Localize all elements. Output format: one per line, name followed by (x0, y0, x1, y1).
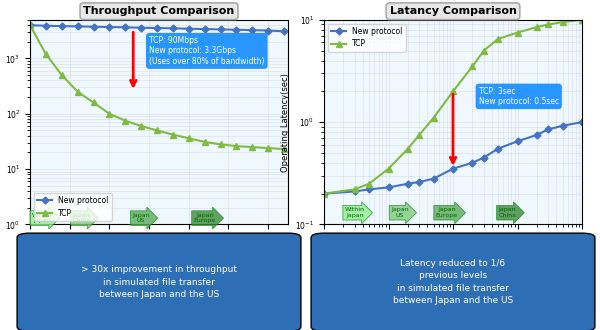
Text: Japan
US: Japan US (133, 213, 150, 223)
Text: TCP: 90Mbps
New protocol: 3.3Gbps
(Uses over 80% of bandwidth): TCP: 90Mbps New protocol: 3.3Gbps (Uses … (149, 36, 265, 66)
New protocol (545, 127, 552, 131)
New protocol (233, 28, 240, 32)
New protocol (122, 25, 129, 29)
FancyBboxPatch shape (17, 233, 301, 330)
TCP (385, 167, 392, 171)
TCP (217, 142, 224, 146)
TCP (201, 140, 208, 144)
New protocol (320, 192, 328, 196)
Line: New protocol: New protocol (28, 23, 286, 34)
TCP (449, 89, 457, 93)
New protocol (480, 156, 487, 160)
TCP (185, 136, 193, 140)
TCP (533, 25, 541, 29)
Legend: New protocol, TCP: New protocol, TCP (328, 24, 406, 51)
New protocol (514, 139, 521, 143)
TCP (248, 145, 256, 149)
X-axis label: Round Trip Time (ms): Round Trip Time (ms) (115, 249, 203, 258)
New protocol (217, 27, 224, 31)
New protocol (154, 26, 161, 30)
X-axis label: Packet Loss Ratio(%): Packet Loss Ratio(%) (409, 252, 497, 261)
Text: Latency reduced to 1/6
previous levels
in simulated file transfer
between Japan : Latency reduced to 1/6 previous levels i… (393, 259, 513, 305)
Title: Throughput Comparison: Throughput Comparison (83, 6, 235, 16)
FancyBboxPatch shape (311, 233, 595, 330)
New protocol (26, 23, 34, 27)
New protocol (185, 27, 193, 31)
TCP (320, 192, 328, 196)
TCP (469, 64, 476, 68)
TCP (58, 73, 65, 77)
New protocol (137, 26, 145, 30)
TCP (280, 147, 287, 151)
Text: TCP: 3sec
New protocol: 0.5sec: TCP: 3sec New protocol: 0.5sec (479, 87, 559, 106)
TCP (90, 101, 97, 105)
Text: > 30x improvement in throughput
in simulated file transfer
between Japan and the: > 30x improvement in throughput in simul… (81, 265, 237, 299)
New protocol (90, 25, 97, 29)
New protocol (430, 177, 437, 181)
New protocol (58, 24, 65, 28)
New protocol (351, 189, 358, 193)
TCP (122, 119, 129, 123)
Text: Within
Japan: Within Japan (345, 207, 365, 218)
New protocol (106, 25, 113, 29)
New protocol (494, 147, 502, 150)
TCP (265, 146, 272, 150)
New protocol (201, 27, 208, 31)
TCP (545, 22, 552, 26)
New protocol (449, 167, 457, 171)
Title: Latancy Comparison: Latancy Comparison (389, 6, 517, 16)
New protocol (533, 133, 541, 137)
TCP (154, 128, 161, 132)
New protocol (385, 185, 392, 189)
TCP (74, 90, 81, 94)
New protocol (365, 187, 373, 191)
New protocol (265, 28, 272, 32)
New protocol (248, 28, 256, 32)
TCP (365, 182, 373, 186)
Text: Japan
China: Japan China (73, 213, 91, 223)
Text: Japan
Europe: Japan Europe (194, 213, 216, 223)
New protocol (74, 24, 81, 28)
New protocol (280, 29, 287, 33)
New protocol (469, 161, 476, 165)
New protocol (404, 182, 412, 186)
New protocol (559, 124, 566, 128)
TCP (430, 116, 437, 120)
Legend: New protocol, TCP: New protocol, TCP (34, 193, 112, 220)
TCP (26, 23, 34, 27)
TCP (514, 31, 521, 35)
Line: TCP: TCP (27, 22, 287, 152)
New protocol (578, 120, 586, 124)
TCP (404, 147, 412, 150)
TCP (137, 124, 145, 128)
New protocol (42, 24, 49, 28)
TCP (480, 49, 487, 52)
TCP (578, 18, 586, 22)
TCP (351, 187, 358, 191)
Text: Japan
Europe: Japan Europe (436, 207, 458, 218)
TCP (416, 133, 423, 137)
Text: Japan
China: Japan China (499, 207, 517, 218)
Line: New protocol: New protocol (322, 120, 584, 196)
New protocol (416, 180, 423, 184)
TCP (494, 37, 502, 41)
Text: Within
Japan: Within Japan (32, 213, 52, 223)
TCP (106, 112, 113, 116)
Text: Japan
US: Japan US (391, 207, 409, 218)
TCP (169, 133, 176, 137)
TCP (42, 52, 49, 56)
Y-axis label: Operating Latency(sec): Operating Latency(sec) (281, 73, 290, 172)
TCP (233, 144, 240, 148)
New protocol (169, 26, 176, 30)
Line: TCP: TCP (321, 17, 585, 196)
TCP (559, 20, 566, 24)
